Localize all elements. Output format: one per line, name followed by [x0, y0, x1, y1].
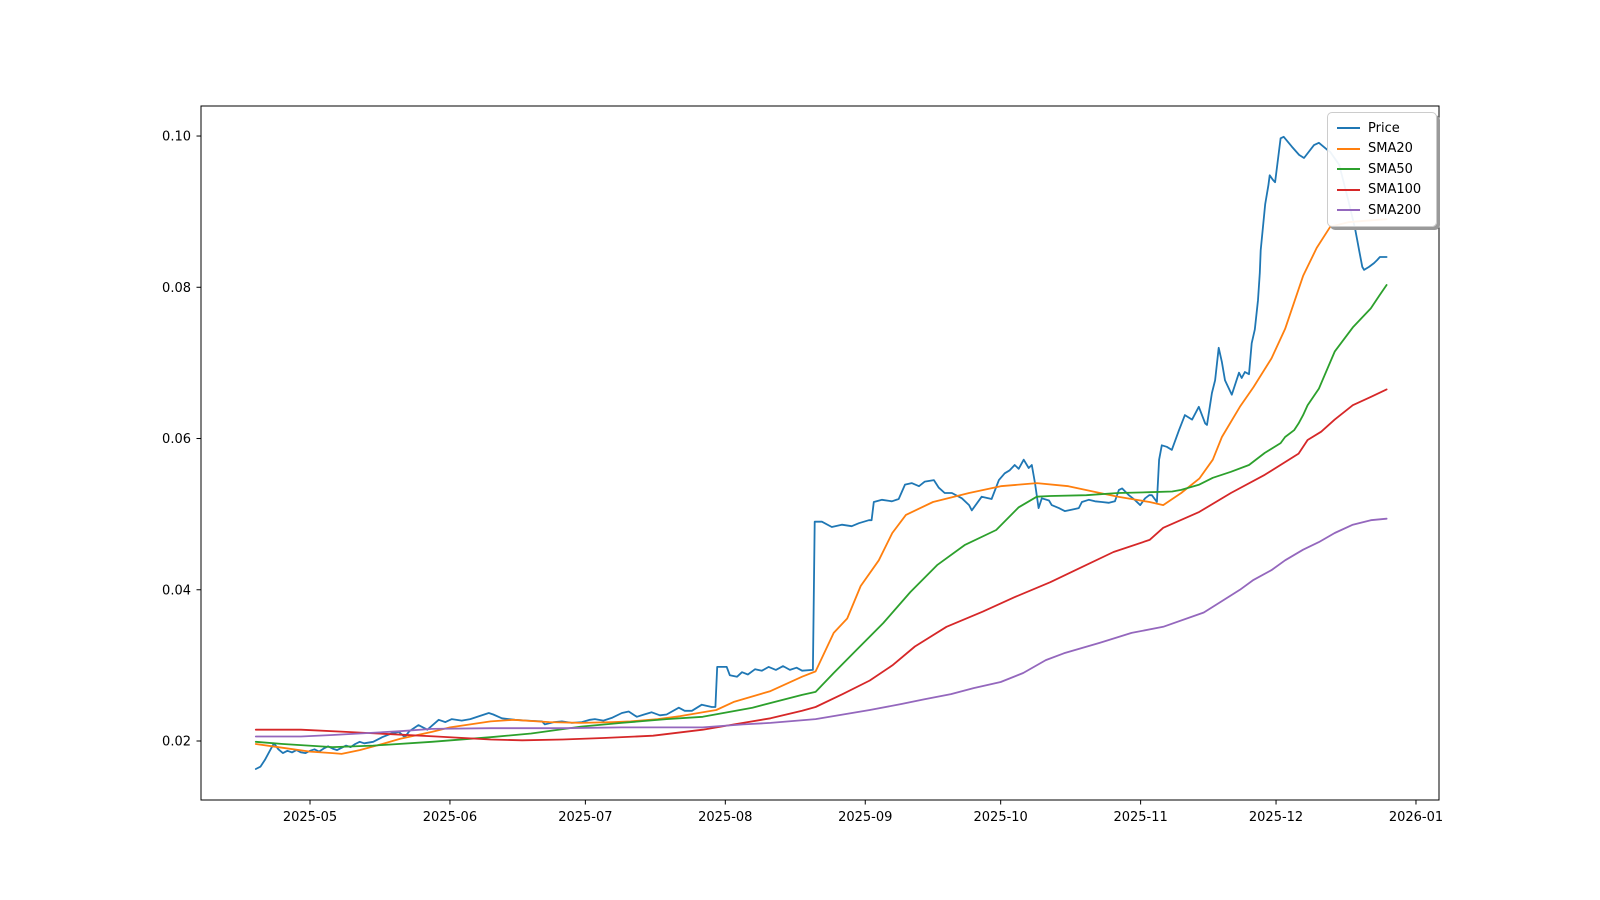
x-tick-label: 2025-06: [423, 810, 477, 825]
sma100-line: [254, 388, 1388, 742]
legend-item-sma200: SMA200: [1337, 200, 1428, 221]
legend-item-sma50: SMA50: [1337, 159, 1428, 180]
y-tick-label: 0.04: [162, 583, 191, 598]
sma200-line: [254, 517, 1388, 738]
legend-label-sma100: SMA100: [1368, 182, 1422, 198]
price-line: [254, 135, 1388, 770]
y-tick-label: 0.10: [162, 130, 191, 145]
legend-item-sma100: SMA100: [1337, 180, 1428, 201]
axes-frame: [200, 105, 1440, 801]
price-line-swatch: [1337, 127, 1360, 130]
x-tick-label: 2025-10: [974, 810, 1028, 825]
sma200-line-swatch: [1337, 209, 1360, 212]
x-tick-label: 2025-09: [838, 810, 892, 825]
legend-item-price: Price: [1337, 118, 1428, 139]
x-tick-label: 2025-11: [1113, 810, 1167, 825]
sma100-line-swatch: [1337, 188, 1360, 191]
legend-label-sma50: SMA50: [1368, 161, 1413, 177]
x-tick-label: 2025-07: [558, 810, 612, 825]
x-tick-label: 2025-08: [698, 810, 752, 825]
sma20-line-swatch: [1337, 147, 1360, 150]
x-tick-label: 2025-12: [1249, 810, 1303, 825]
x-tick-label: 2025-05: [283, 810, 337, 825]
legend-item-sma20: SMA20: [1337, 139, 1428, 160]
y-tick-label: 0.06: [162, 432, 191, 447]
legend-label-sma200: SMA200: [1368, 202, 1422, 218]
x-tick-label: 2026-01: [1389, 810, 1443, 825]
y-tick-label: 0.02: [162, 735, 191, 750]
legend-label-price: Price: [1368, 120, 1400, 136]
legend-label-sma20: SMA20: [1368, 141, 1413, 157]
sma50-line-swatch: [1337, 168, 1360, 171]
sma50-line: [254, 284, 1388, 748]
legend: Price SMA20 SMA50 SMA100 SMA200: [1327, 112, 1437, 227]
y-tick-label: 0.08: [162, 281, 191, 296]
sma20-line: [254, 218, 1388, 755]
